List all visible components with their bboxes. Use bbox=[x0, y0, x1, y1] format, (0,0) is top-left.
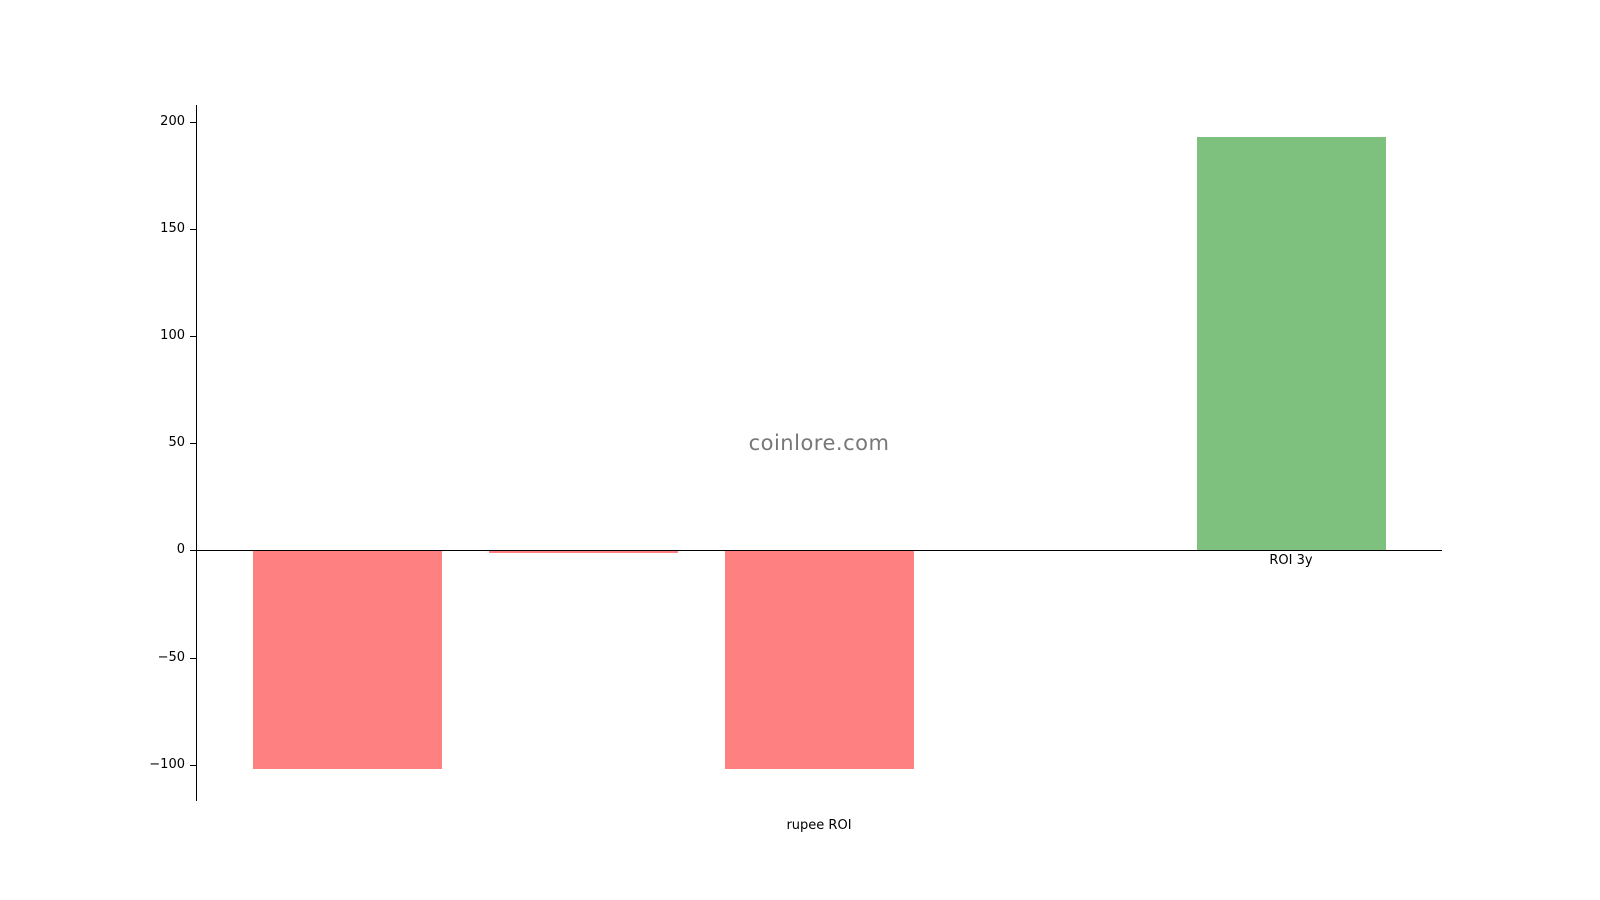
x-axis-label: rupee ROI bbox=[786, 818, 852, 833]
y-tick-label: 150 bbox=[160, 221, 185, 236]
y-tick-label: 100 bbox=[160, 328, 185, 343]
y-tick-label: −50 bbox=[157, 650, 185, 665]
bar-4 bbox=[1197, 137, 1386, 550]
y-tick-mark bbox=[190, 122, 196, 123]
bar-1 bbox=[489, 551, 678, 553]
y-tick-mark bbox=[190, 229, 196, 230]
y-tick-mark bbox=[190, 658, 196, 659]
y-tick-mark bbox=[190, 336, 196, 337]
x-tick-label: ROI 3y bbox=[1269, 553, 1313, 568]
y-tick-label: 200 bbox=[160, 114, 185, 129]
y-tick-label: −100 bbox=[149, 757, 185, 772]
y-tick-mark bbox=[190, 550, 196, 551]
y-tick-label: 0 bbox=[176, 542, 185, 557]
watermark-text: coinlore.com bbox=[748, 431, 890, 455]
y-axis-line bbox=[196, 105, 197, 801]
x-axis-line bbox=[196, 550, 1442, 551]
y-tick-mark bbox=[190, 443, 196, 444]
y-tick-mark bbox=[190, 765, 196, 766]
bar-0 bbox=[253, 551, 442, 769]
y-tick-label: 50 bbox=[168, 435, 185, 450]
bar-2 bbox=[725, 551, 914, 769]
